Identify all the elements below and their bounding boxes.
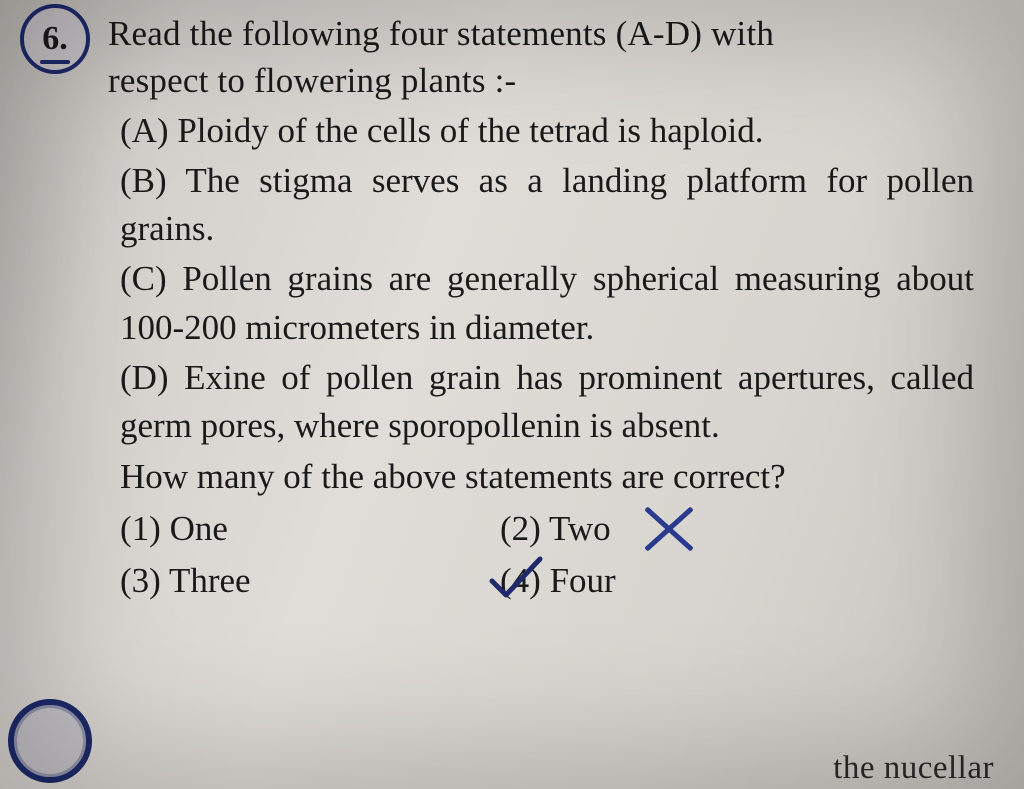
statement-b: (B) The stigma serves as a landing platf… xyxy=(120,157,974,254)
question-header: 6. Read the following four statements (A… xyxy=(20,10,994,105)
statement-a: (A) Ploidy of the cells of the tetrad is… xyxy=(120,107,974,155)
question-number-circle: 6. xyxy=(20,4,90,74)
option-2[interactable]: (2) Two xyxy=(500,501,994,557)
statement-c-text: Pollen grains are generally spherical me… xyxy=(120,259,974,346)
stem-line-1: Read the following four statements (A-D)… xyxy=(108,14,774,53)
statement-d-text: Exine of pollen grain has prominent aper… xyxy=(120,358,974,445)
statement-a-label: (A) xyxy=(120,111,169,150)
question-number: 6. xyxy=(42,20,68,58)
pen-circle-partial-icon xyxy=(8,699,92,783)
cross-mark-icon xyxy=(641,501,697,557)
question-stem: Read the following four statements (A-D)… xyxy=(108,10,994,105)
sub-question: How many of the above statements are cor… xyxy=(120,457,994,497)
option-3-text: Three xyxy=(169,561,251,600)
option-4-text: Four xyxy=(550,561,616,600)
statement-c: (C) Pollen grains are generally spherica… xyxy=(120,255,974,352)
footer-text-fragment: the nucellar xyxy=(833,750,994,787)
statement-d-label: (D) xyxy=(120,358,169,397)
option-1[interactable]: (1) One xyxy=(120,509,500,549)
option-2-text: Two xyxy=(549,509,611,548)
option-1-label: (1) xyxy=(120,509,161,548)
option-1-text: One xyxy=(170,509,228,548)
question-page: 6. Read the following four statements (A… xyxy=(0,0,1024,601)
option-2-label: (2) xyxy=(500,509,541,548)
statement-b-label: (B) xyxy=(120,161,167,200)
statements-block: (A) Ploidy of the cells of the tetrad is… xyxy=(120,107,974,451)
statement-d: (D) Exine of pollen grain has prominent … xyxy=(120,354,974,451)
option-4-label: (4) xyxy=(500,561,541,600)
answer-options: (1) One (2) Two (3) Three (4) Four xyxy=(120,501,994,601)
statement-b-text: The stigma serves as a landing platform … xyxy=(120,161,974,248)
option-3-label: (3) xyxy=(120,561,161,600)
option-3[interactable]: (3) Three xyxy=(120,561,500,601)
statement-a-text: Ploidy of the cells of the tetrad is hap… xyxy=(177,111,763,150)
statement-c-label: (C) xyxy=(120,259,167,298)
stem-line-2: respect to flowering plants :- xyxy=(108,61,516,100)
option-4[interactable]: (4) Four xyxy=(500,561,994,601)
